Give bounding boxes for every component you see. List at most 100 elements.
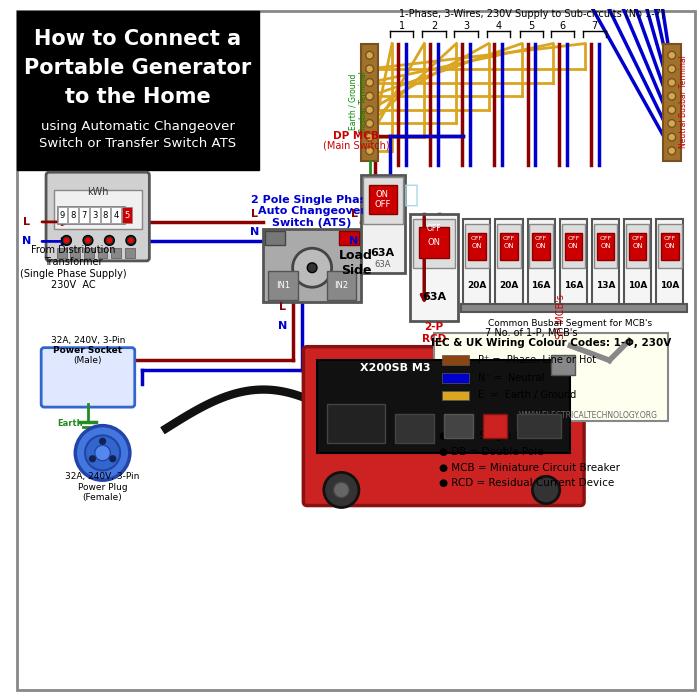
Bar — [111, 248, 121, 258]
Text: OFF: OFF — [567, 236, 580, 241]
Text: ON: ON — [536, 244, 547, 249]
Text: (Male): (Male) — [74, 356, 102, 365]
Bar — [71, 248, 80, 258]
Text: 💡: 💡 — [404, 183, 419, 206]
Text: 10A: 10A — [628, 281, 648, 290]
Circle shape — [104, 236, 114, 245]
Bar — [111, 207, 121, 223]
Bar — [629, 232, 646, 260]
Text: 9: 9 — [60, 211, 65, 220]
Bar — [57, 248, 66, 258]
Text: ON: ON — [472, 244, 482, 249]
Text: IN2: IN2 — [335, 281, 349, 290]
Text: OFF: OFF — [664, 236, 676, 241]
Bar — [361, 43, 379, 160]
Bar — [565, 232, 582, 260]
Circle shape — [76, 426, 130, 480]
Text: ● SP = Single Pole: ● SP = Single Pole — [439, 431, 536, 441]
Text: kWh: kWh — [87, 187, 108, 197]
Text: E  =  Earth / Ground: E = Earth / Ground — [478, 391, 576, 400]
Text: ON: ON — [632, 244, 643, 249]
Circle shape — [668, 51, 676, 59]
Circle shape — [668, 133, 676, 141]
Bar — [496, 219, 523, 307]
Text: OFF: OFF — [535, 236, 547, 241]
Circle shape — [90, 456, 95, 462]
Circle shape — [324, 473, 359, 508]
Circle shape — [668, 92, 676, 100]
Text: IEC & UK Wiring Colour Codes: 1-Φ, 230V: IEC & UK Wiring Colour Codes: 1-Φ, 230V — [430, 338, 671, 348]
Text: OFF: OFF — [503, 236, 515, 241]
Bar — [561, 224, 585, 267]
Text: using Automatic Changeover: using Automatic Changeover — [41, 120, 234, 133]
Text: ● RCD = Residual Current Device: ● RCD = Residual Current Device — [439, 478, 614, 488]
Text: 8: 8 — [103, 211, 108, 220]
Bar — [442, 373, 469, 383]
Bar — [466, 224, 489, 267]
Text: 7: 7 — [592, 21, 598, 31]
Text: 63A: 63A — [370, 248, 394, 258]
Bar — [340, 231, 359, 245]
Text: Power Socket: Power Socket — [53, 346, 122, 355]
Text: 20A: 20A — [499, 281, 519, 290]
Text: (Main Switch): (Main Switch) — [323, 141, 389, 151]
Text: 3: 3 — [92, 211, 97, 220]
Text: 4: 4 — [113, 211, 119, 220]
Bar — [263, 229, 361, 302]
Bar — [395, 414, 434, 443]
Circle shape — [129, 239, 133, 242]
Text: 16A: 16A — [531, 281, 551, 290]
FancyBboxPatch shape — [303, 346, 584, 505]
Text: ON: ON — [568, 244, 579, 249]
Circle shape — [85, 435, 120, 470]
Circle shape — [307, 263, 317, 272]
Text: 5: 5 — [528, 21, 535, 31]
Bar — [265, 231, 285, 245]
Text: 3: 3 — [463, 21, 469, 31]
Bar — [663, 43, 680, 160]
Bar — [528, 219, 555, 307]
Circle shape — [668, 106, 676, 113]
Circle shape — [668, 65, 676, 73]
Text: DP MCB: DP MCB — [333, 131, 379, 141]
Bar — [98, 248, 107, 258]
Bar — [442, 391, 469, 400]
Text: P⁺ =  Phase, Line or Hot: P⁺ = Phase, Line or Hot — [478, 356, 596, 365]
Circle shape — [533, 476, 560, 503]
Text: ON: ON — [600, 244, 611, 249]
Text: 1: 1 — [399, 21, 405, 31]
Text: Common Busbar Segment for MCB's: Common Busbar Segment for MCB's — [489, 318, 652, 328]
Circle shape — [334, 482, 349, 498]
Bar — [317, 360, 570, 453]
Bar — [500, 232, 518, 260]
Text: N⁻ =  Neutral: N⁻ = Neutral — [478, 373, 544, 383]
Text: 2 Pole Single Phase: 2 Pole Single Phase — [251, 195, 374, 204]
Bar — [410, 214, 459, 321]
Text: N: N — [279, 321, 288, 331]
Bar — [497, 224, 521, 267]
Bar — [412, 219, 456, 267]
Text: N: N — [22, 237, 32, 246]
Text: 13A: 13A — [596, 281, 615, 290]
Text: OFF: OFF — [631, 236, 644, 241]
Text: OFF: OFF — [599, 236, 612, 241]
Text: 20A: 20A — [467, 281, 486, 290]
Bar — [551, 356, 575, 375]
Bar — [69, 207, 78, 223]
Bar — [658, 224, 682, 267]
Text: OFF: OFF — [470, 236, 483, 241]
Text: L: L — [251, 209, 258, 219]
Circle shape — [668, 78, 676, 86]
Bar — [624, 219, 651, 307]
Text: Earth: Earth — [57, 419, 83, 428]
Bar — [596, 232, 615, 260]
Text: N: N — [349, 237, 358, 246]
Text: 1-Phase, 3-Wires, 230V Supply to Sub-circuits (No 1-7): 1-Phase, 3-Wires, 230V Supply to Sub-cir… — [398, 9, 664, 20]
Text: Switch or Transfer Switch ATS: Switch or Transfer Switch ATS — [39, 137, 236, 150]
Bar — [533, 232, 550, 260]
Text: Portable Generator: Portable Generator — [24, 58, 251, 78]
Bar — [444, 414, 473, 438]
Text: N: N — [250, 227, 259, 237]
Bar — [592, 219, 620, 307]
Text: X200SB M3: X200SB M3 — [360, 363, 430, 373]
